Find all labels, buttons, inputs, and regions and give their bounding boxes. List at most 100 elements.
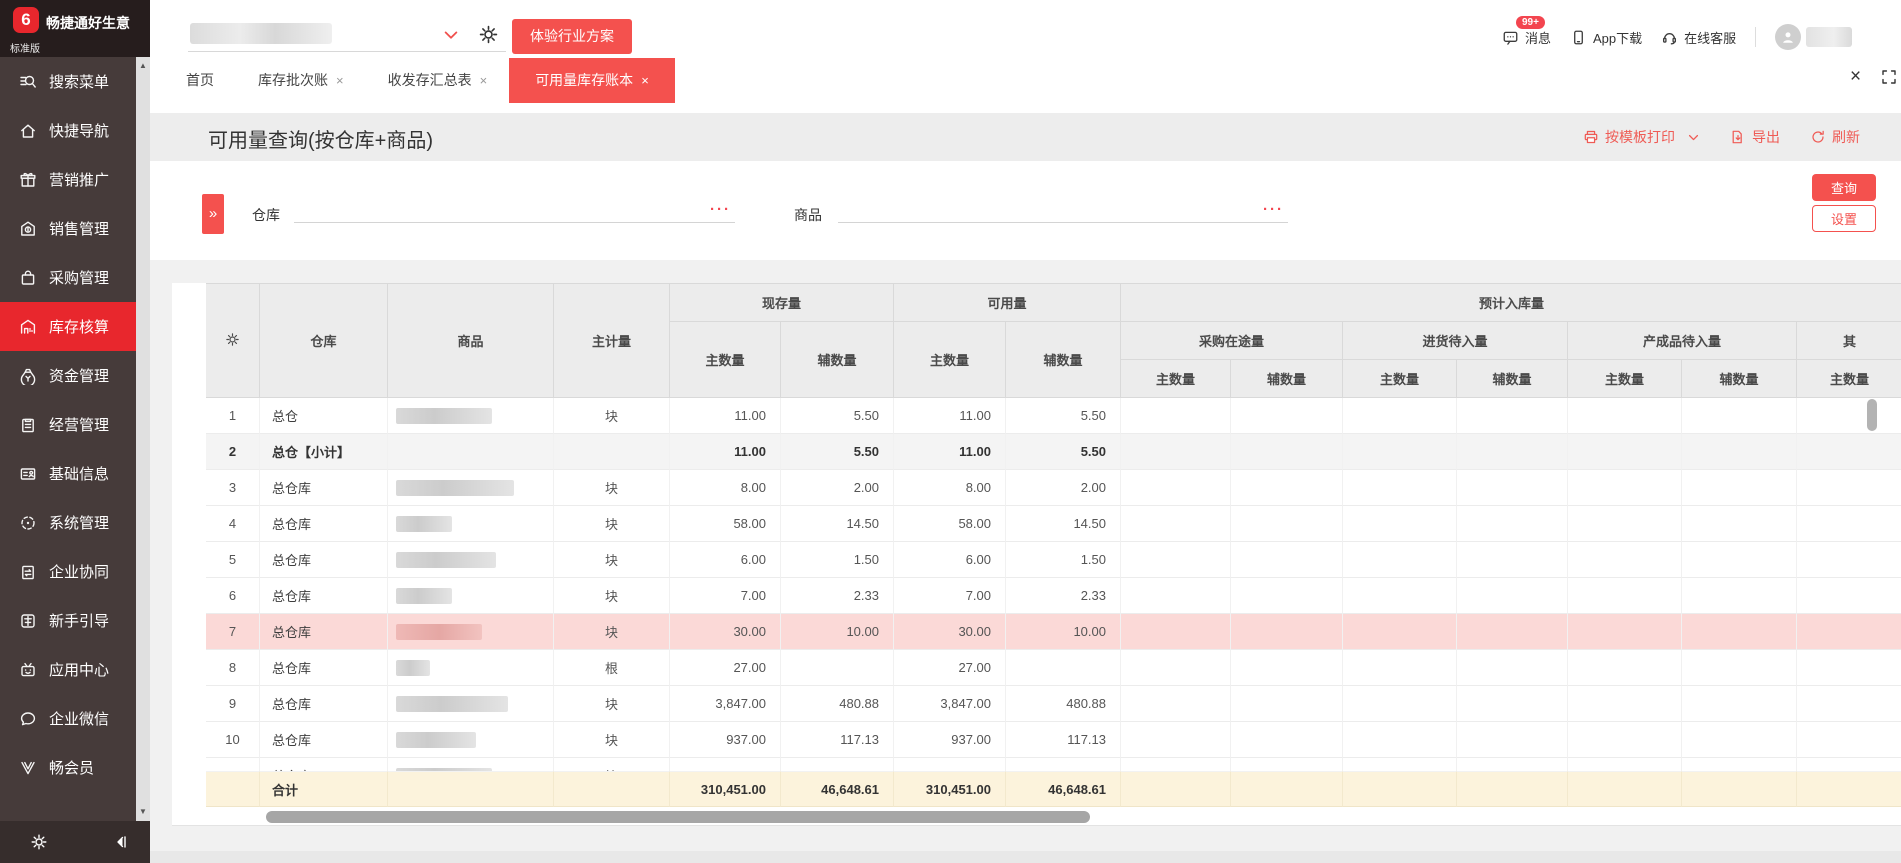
app-download-item[interactable]: App下载 xyxy=(1570,28,1642,47)
col-product[interactable]: 商品 xyxy=(388,283,554,398)
vertical-scrollbar-thumb[interactable] xyxy=(1867,399,1877,431)
total-row: 合计 310,451.00 46,648.61 310,451.00 46,64… xyxy=(206,771,1901,807)
cell-empty xyxy=(1568,686,1682,722)
redacted-product-name xyxy=(396,551,496,568)
chevron-down-icon[interactable] xyxy=(442,26,460,44)
product-cell-redacted xyxy=(388,758,554,771)
cell-empty xyxy=(1343,614,1457,650)
unit-cell: 块 xyxy=(554,542,670,578)
tab-close-icon[interactable]: × xyxy=(641,73,649,88)
rows-viewport: 1 总仓块 11.00 5.50 11.00 5.50 2 总仓【小计】 11.00 5.50 11… xyxy=(206,398,1901,771)
col-onhand-aux[interactable]: 辅数量 xyxy=(781,322,895,398)
sidebar-item-wechat[interactable]: 企业微信 xyxy=(0,694,136,743)
settings-gear-icon[interactable] xyxy=(30,833,48,851)
user-account[interactable] xyxy=(1775,24,1853,50)
sidebar-item-search[interactable]: 搜索菜单 xyxy=(0,57,136,106)
more-dots-icon[interactable]: ··· xyxy=(710,201,731,218)
cell-empty xyxy=(1568,578,1682,614)
settings-button[interactable]: 设置 xyxy=(1812,205,1876,232)
available-aux-cell: 2.00 xyxy=(1006,470,1121,506)
messages-item[interactable]: 消息 99+ xyxy=(1502,15,1551,47)
sidebar-scrollbar[interactable]: ▲ ▼ xyxy=(136,57,150,821)
col-fg-aux[interactable]: 辅数量 xyxy=(1682,360,1798,398)
product-filter-input[interactable]: ··· xyxy=(838,193,1288,223)
tab-1[interactable]: 库存批次账 × xyxy=(236,58,366,103)
col-pt-aux[interactable]: 辅数量 xyxy=(1231,360,1344,398)
table-row[interactable]: 7 总仓库块 30.00 10.00 30.00 10.00 xyxy=(206,614,1901,650)
sidebar-item-vip[interactable]: 畅会员 xyxy=(0,743,136,792)
col-available-main[interactable]: 主数量 xyxy=(894,322,1007,398)
experience-solution-button[interactable]: 体验行业方案 xyxy=(512,19,632,54)
fullscreen-icon[interactable] xyxy=(1880,68,1898,86)
table-row[interactable]: 10 总仓库块 937.00 117.13 937.00 117.13 xyxy=(206,722,1901,758)
sidebar-item-idcard[interactable]: 基础信息 xyxy=(0,449,136,498)
sidebar-item-gift[interactable]: 营销推广 xyxy=(0,155,136,204)
tab-0[interactable]: 首页 xyxy=(164,58,236,103)
col-available-aux[interactable]: 辅数量 xyxy=(1006,322,1122,398)
table-row[interactable]: 5 总仓库块 6.00 1.50 6.00 1.50 xyxy=(206,542,1901,578)
warehouse-cell: 总仓库 xyxy=(260,614,388,650)
horizontal-scrollbar-thumb[interactable] xyxy=(266,811,1090,823)
vip-icon xyxy=(19,759,37,777)
tab-close-icon[interactable]: × xyxy=(336,73,344,88)
sidebar-item-bag[interactable]: 采购管理 xyxy=(0,253,136,302)
expand-filters-button[interactable]: » xyxy=(202,194,224,234)
gear-icon[interactable] xyxy=(478,24,499,45)
tab-3[interactable]: 可用量库存账本 × xyxy=(509,58,675,103)
scroll-up-icon[interactable]: ▲ xyxy=(139,61,147,70)
warehouse-filter-input[interactable]: ··· xyxy=(294,193,735,223)
chevron-down-icon[interactable] xyxy=(1687,131,1700,144)
table-row[interactable]: 4 总仓库块 58.00 14.50 58.00 14.50 xyxy=(206,506,1901,542)
col-fg-main[interactable]: 主数量 xyxy=(1568,360,1683,398)
sidebar-item-money[interactable]: 资金管理 xyxy=(0,351,136,400)
table-row[interactable]: 6 总仓库块 7.00 2.33 7.00 2.33 xyxy=(206,578,1901,614)
col-in-main[interactable]: 主数量 xyxy=(1343,360,1458,398)
col-other-main[interactable]: 主数量 xyxy=(1797,360,1901,398)
scroll-down-icon[interactable]: ▼ xyxy=(139,807,147,816)
cell-empty xyxy=(1568,398,1682,434)
column-settings-cell[interactable] xyxy=(206,283,260,398)
col-pt-main[interactable]: 主数量 xyxy=(1121,360,1232,398)
sidebar-item-sale[interactable]: 销售管理 xyxy=(0,204,136,253)
col-onhand-main[interactable]: 主数量 xyxy=(670,322,781,398)
collapse-sidebar-icon[interactable] xyxy=(112,833,130,851)
online-service-item[interactable]: 在线客服 xyxy=(1661,28,1736,47)
export-button[interactable]: 导出 xyxy=(1730,127,1780,147)
group-onhand: 现存量 xyxy=(670,283,895,322)
tab-bar: 首页 库存批次账 × 收发存汇总表 × 可用量库存账本 × xyxy=(150,58,675,103)
tab-close-icon[interactable]: × xyxy=(479,73,488,88)
sidebar-item-warehouse[interactable]: 库存核算 xyxy=(0,302,136,351)
query-button[interactable]: 查询 xyxy=(1812,174,1876,201)
row-number: 7 xyxy=(206,614,260,650)
sidebar-item-collab[interactable]: 企业协同 xyxy=(0,547,136,596)
tab-label: 可用量库存账本 xyxy=(535,72,634,88)
table-row[interactable]: 2 总仓【小计】 11.00 5.50 11.00 5.50 xyxy=(206,434,1901,470)
table-row[interactable]: 8 总仓库根 27.00 27.00 xyxy=(206,650,1901,686)
table-row[interactable]: 1 总仓块 11.00 5.50 11.00 5.50 xyxy=(206,398,1901,434)
print-by-template-button[interactable]: 按模板打印 xyxy=(1583,127,1700,147)
product-cell-redacted xyxy=(388,578,554,614)
sidebar-item-system[interactable]: 系统管理 xyxy=(0,498,136,547)
sidebar-item-clipboard[interactable]: 经营管理 xyxy=(0,400,136,449)
col-warehouse[interactable]: 仓库 xyxy=(260,283,388,398)
filter-bar: » 仓库 ··· 商品 ··· 查询 设置 xyxy=(150,161,1901,260)
sidebar-item-label: 应用中心 xyxy=(49,662,110,679)
refresh-button[interactable]: 刷新 xyxy=(1810,127,1860,147)
close-all-icon[interactable]: × xyxy=(1850,66,1862,87)
row-number: 10 xyxy=(206,722,260,758)
group-finished-goods: 产成品待入量 xyxy=(1568,322,1798,360)
tab-2[interactable]: 收发存汇总表 × xyxy=(366,58,510,103)
table-row[interactable]: 3 总仓库块 8.00 2.00 8.00 2.00 xyxy=(206,470,1901,506)
col-in-aux[interactable]: 辅数量 xyxy=(1457,360,1569,398)
phone-icon xyxy=(1570,29,1587,46)
col-main-unit[interactable]: 主计量 xyxy=(554,283,670,398)
more-dots-icon[interactable]: ··· xyxy=(1263,201,1284,218)
table-row[interactable]: 9 总仓库块 3,847.00 480.88 3,847.00 480.88 xyxy=(206,686,1901,722)
sidebar-item-apps[interactable]: 应用中心 xyxy=(0,645,136,694)
unit-cell: 块 xyxy=(554,614,670,650)
sidebar-item-newbie[interactable]: 新手引导 xyxy=(0,596,136,645)
cell-empty xyxy=(1231,758,1343,771)
sidebar-item-home[interactable]: 快捷导航 xyxy=(0,106,136,155)
